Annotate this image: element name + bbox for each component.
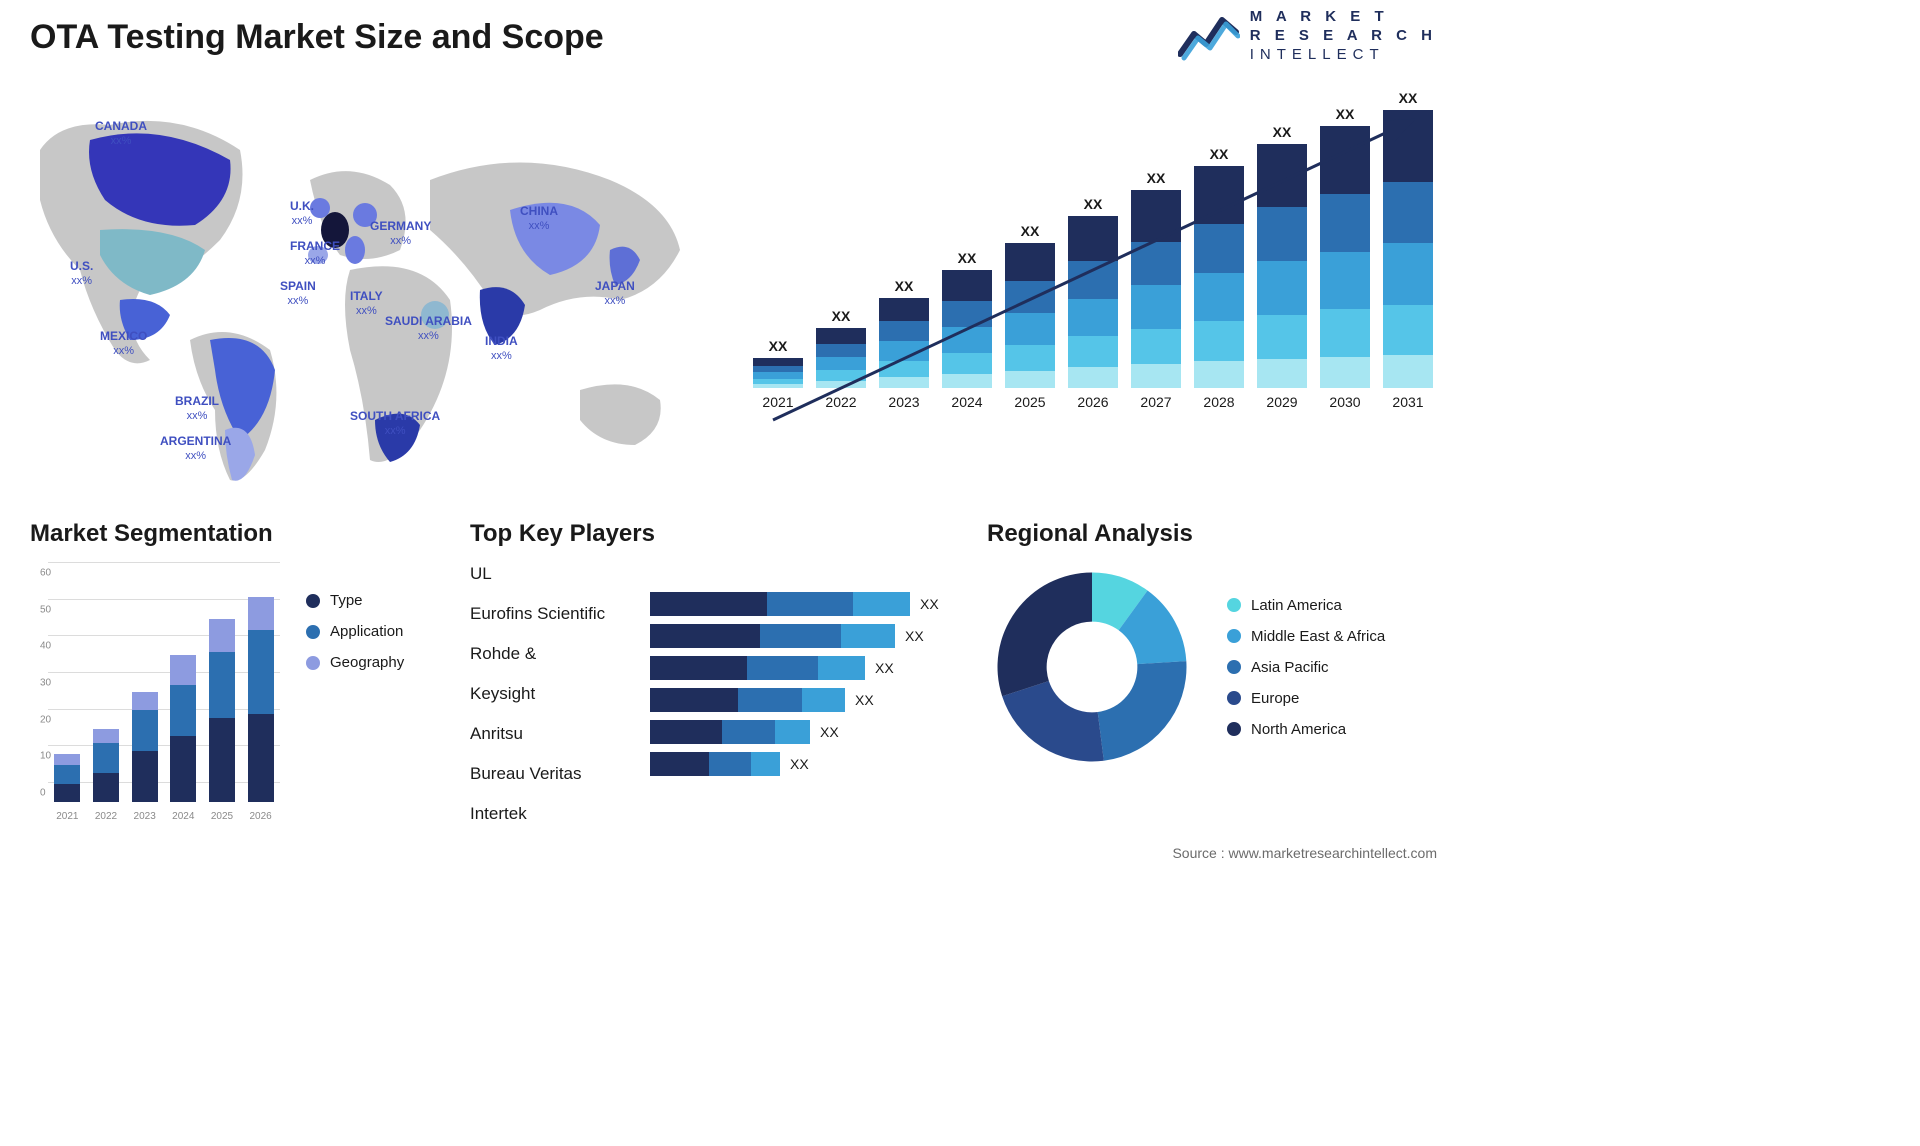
segmentation-title: Market Segmentation: [30, 520, 460, 548]
key-players-names: UL Eurofins Scientific Rohde & Keysight Anri…: [470, 562, 650, 834]
growth-bar-year: 2021: [762, 394, 793, 410]
map-label: U.S.xx%: [70, 260, 93, 288]
growth-bar: XX 2029: [1257, 124, 1307, 410]
map-label: SPAINxx%: [280, 280, 316, 308]
growth-bar-value: XX: [895, 278, 914, 294]
growth-bar-year: 2028: [1203, 394, 1234, 410]
key-player-name: UL: [470, 562, 650, 586]
growth-bar-year: 2025: [1014, 394, 1045, 410]
segmentation-bar: [54, 754, 80, 802]
brand-logo: M A R K E T R E S E A R C H INTELLECT: [1178, 8, 1437, 64]
legend-item: North America: [1227, 721, 1385, 738]
legend-item: Europe: [1227, 690, 1385, 707]
key-player-name: Rohde &: [470, 642, 650, 666]
growth-bar-year: 2024: [951, 394, 982, 410]
donut-slice: [998, 573, 1093, 697]
key-player-bar: XX: [650, 688, 980, 712]
map-label: FRANCExx%: [290, 240, 340, 268]
donut-slice: [1002, 681, 1104, 761]
growth-bar-year: 2027: [1140, 394, 1171, 410]
key-players-bars: XX XX XX XX XX XX: [650, 562, 980, 834]
logo-text-line3: INTELLECT: [1250, 46, 1437, 65]
regional-donut-chart: [987, 562, 1197, 772]
growth-bar: XX 2022: [816, 308, 866, 410]
growth-bar-value: XX: [1084, 196, 1103, 212]
map-label: JAPANxx%: [595, 280, 635, 308]
growth-bar-year: 2031: [1392, 394, 1423, 410]
map-label: BRAZILxx%: [175, 395, 219, 423]
key-player-name: Keysight: [470, 682, 650, 706]
map-label: SOUTH AFRICAxx%: [350, 410, 440, 438]
world-map: CANADAxx% U.S.xx% MEXICOxx% BRAZILxx% ARGENT…: [20, 90, 720, 490]
legend-item: Type: [306, 592, 404, 609]
key-player-bar: XX: [650, 624, 980, 648]
legend-item: Middle East & Africa: [1227, 628, 1385, 645]
segmentation-bar: [248, 597, 274, 802]
legend-item: Asia Pacific: [1227, 659, 1385, 676]
key-player-name: Intertek: [470, 802, 650, 826]
logo-mark-icon: [1178, 10, 1240, 62]
legend-item: Application: [306, 623, 404, 640]
growth-chart: XX 2021 XX 2022 XX 2023 XX 2024 XX 2025 XX 2026 XX 20…: [753, 100, 1433, 470]
logo-text-line2: R E S E A R C H: [1250, 27, 1437, 46]
key-player-name: Anritsu: [470, 722, 650, 746]
growth-bar-year: 2029: [1266, 394, 1297, 410]
map-label: MEXICOxx%: [100, 330, 147, 358]
growth-bar-value: XX: [1399, 90, 1418, 106]
growth-bar: XX 2031: [1383, 90, 1433, 410]
key-player-bar: XX: [650, 720, 980, 744]
logo-text-line1: M A R K E T: [1250, 8, 1437, 27]
growth-bar: XX 2023: [879, 278, 929, 410]
segmentation-legend: Type Application Geography: [306, 562, 404, 822]
key-players-title: Top Key Players: [470, 520, 980, 548]
map-label: CHINAxx%: [520, 205, 558, 233]
key-player-name: Eurofins Scientific: [470, 602, 650, 626]
key-player-name: Bureau Veritas: [470, 762, 650, 786]
growth-bar: XX 2024: [942, 250, 992, 410]
growth-bar: XX 2025: [1005, 223, 1055, 410]
growth-bar: XX 2026: [1068, 196, 1118, 410]
growth-bar: XX 2028: [1194, 146, 1244, 410]
growth-bar: XX 2027: [1131, 170, 1181, 410]
growth-bar-value: XX: [1336, 106, 1355, 122]
segmentation-bar: [132, 692, 158, 802]
segmentation-chart: 0102030405060202120222023202420252026: [30, 562, 280, 822]
key-players: Top Key Players UL Eurofins Scientific Roh…: [470, 520, 980, 834]
page-title: OTA Testing Market Size and Scope: [30, 18, 604, 57]
map-label: ARGENTINAxx%: [160, 435, 231, 463]
map-label: ITALYxx%: [350, 290, 383, 318]
growth-bar-year: 2023: [888, 394, 919, 410]
growth-bar-value: XX: [958, 250, 977, 266]
donut-slice: [1098, 661, 1187, 761]
growth-bar-year: 2022: [825, 394, 856, 410]
segmentation-bar: [170, 655, 196, 802]
growth-bar-value: XX: [832, 308, 851, 324]
legend-item: Geography: [306, 654, 404, 671]
map-label: U.K.xx%: [290, 200, 314, 228]
key-player-bar: XX: [650, 592, 980, 616]
growth-bar-value: XX: [1021, 223, 1040, 239]
growth-bar-value: XX: [1147, 170, 1166, 186]
growth-bar-value: XX: [1273, 124, 1292, 140]
key-player-bar: XX: [650, 752, 980, 776]
growth-bar: XX 2021: [753, 338, 803, 410]
segmentation-bar: [93, 729, 119, 802]
growth-bar: XX 2030: [1320, 106, 1370, 410]
key-player-bar: XX: [650, 656, 980, 680]
growth-bar-year: 2026: [1077, 394, 1108, 410]
map-label: SAUDI ARABIAxx%: [385, 315, 472, 343]
regional-analysis: Regional Analysis Latin America Middle Ea…: [987, 520, 1437, 772]
map-label: CANADAxx%: [95, 120, 147, 148]
growth-bar-value: XX: [769, 338, 788, 354]
legend-item: Latin America: [1227, 597, 1385, 614]
map-label: GERMANYxx%: [370, 220, 431, 248]
growth-bar-value: XX: [1210, 146, 1229, 162]
source-attribution: Source : www.marketresearchintellect.com: [1172, 845, 1437, 861]
regional-legend: Latin America Middle East & Africa Asia Pa…: [1227, 597, 1385, 738]
map-label: INDIAxx%: [485, 335, 518, 363]
market-segmentation: Market Segmentation 01020304050602021202…: [30, 520, 460, 822]
segmentation-bar: [209, 619, 235, 802]
regional-title: Regional Analysis: [987, 520, 1437, 548]
growth-bar-year: 2030: [1329, 394, 1360, 410]
